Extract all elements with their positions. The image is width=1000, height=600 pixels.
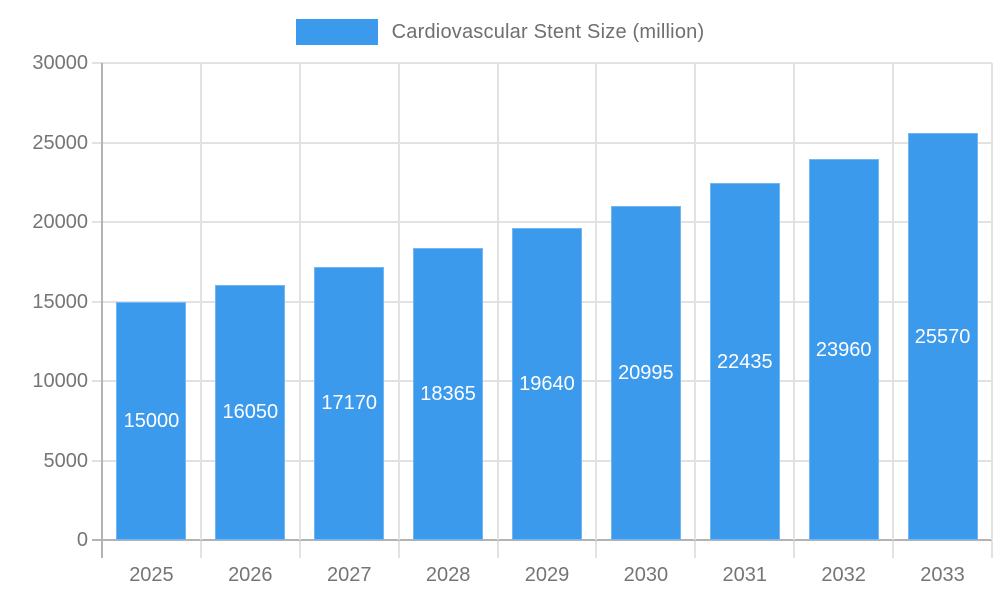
x-axis-tick [101, 541, 103, 558]
x-axis-tick [397, 541, 400, 558]
gridline-vertical [397, 63, 400, 540]
bar-2027[interactable] [314, 266, 385, 540]
y-axis-tick-label: 25000 [32, 131, 88, 154]
x-axis-tick [694, 541, 697, 558]
x-axis-baseline [92, 539, 992, 541]
x-axis-tick-label: 2029 [524, 564, 570, 586]
bar-2032[interactable] [808, 159, 879, 540]
bar-2028[interactable] [413, 247, 484, 540]
y-axis-tick-label: 0 [76, 529, 88, 551]
x-axis-tick-label: 2033 [920, 564, 965, 586]
gridline-vertical [892, 63, 895, 540]
x-axis-tick-label: 2031 [722, 564, 768, 586]
x-axis-tick [991, 541, 993, 558]
x-axis-tick-label: 2028 [425, 564, 471, 586]
x-axis-tick [892, 541, 895, 558]
x-axis-tick-label: 2027 [326, 564, 372, 586]
gridline-vertical [199, 63, 202, 540]
gridline-vertical [793, 63, 796, 540]
gridline-horizontal [92, 141, 992, 144]
y-axis-line [101, 63, 103, 540]
bar-2031[interactable] [709, 183, 780, 540]
y-axis-tick-label: 30000 [32, 52, 88, 74]
y-axis-tick-label: 15000 [32, 290, 88, 313]
gridline-vertical [595, 63, 598, 540]
x-axis-tick-label: 2026 [228, 564, 273, 586]
x-axis-tick-label: 2030 [623, 564, 669, 586]
y-axis-tick-label: 20000 [32, 211, 88, 233]
bar-2033[interactable] [907, 133, 978, 540]
gridline-vertical [496, 63, 499, 540]
legend-series-label: Cardiovascular Stent Size (million) [391, 20, 705, 43]
y-axis-tick-label: 10000 [32, 370, 88, 392]
gridline-vertical [694, 63, 697, 540]
x-axis-tick [298, 541, 301, 558]
x-axis-tick-label: 2025 [129, 564, 174, 586]
legend-swatch-icon [295, 19, 378, 45]
bar-2025[interactable] [116, 301, 187, 540]
x-axis-tick [199, 541, 202, 558]
gridline-horizontal [92, 221, 992, 223]
y-axis-tick-label: 5000 [43, 449, 89, 472]
x-axis-tick [793, 541, 796, 558]
x-axis-tick-label: 2032 [821, 564, 866, 586]
gridline-vertical [298, 63, 301, 540]
bar-2030[interactable] [610, 206, 681, 540]
bar-2026[interactable] [215, 284, 286, 540]
bar-2029[interactable] [512, 227, 582, 540]
x-axis-tick [595, 541, 598, 558]
gridline-horizontal [92, 62, 992, 64]
gridline-vertical [991, 63, 993, 540]
chart-legend[interactable]: Cardiovascular Stent Size (million) [0, 12, 1000, 52]
x-axis-tick [496, 541, 499, 558]
